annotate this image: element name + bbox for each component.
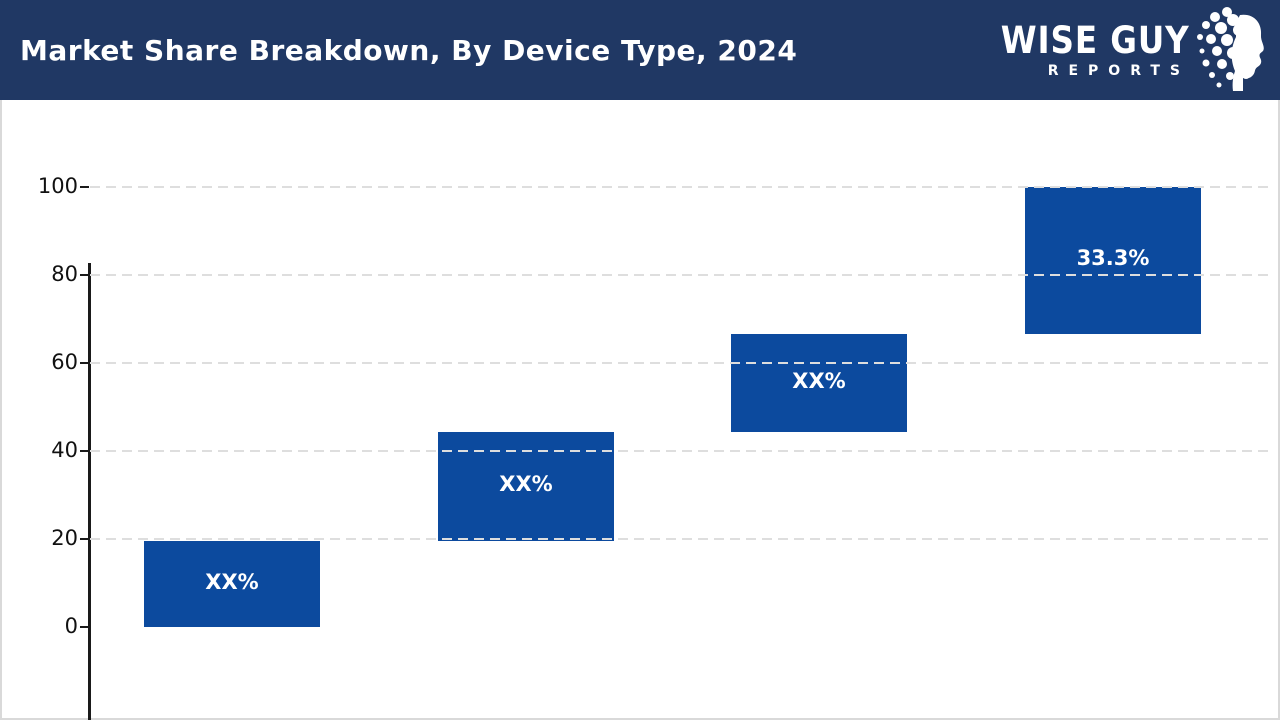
bar-value-label: 33.3% (1076, 246, 1150, 271)
y-tick-label: 80 (51, 262, 78, 286)
bar (144, 541, 320, 627)
y-tick-mark (80, 450, 89, 452)
wiseguy-logo: WISE GUY REPORTS (975, 6, 1266, 94)
gridline (90, 186, 1274, 188)
gridline (90, 450, 1274, 452)
y-tick-label: 100 (37, 174, 78, 198)
wiseguy-logo-subtitle: REPORTS (1047, 63, 1190, 79)
y-tick-label: 0 (64, 614, 78, 638)
bar-value-label: XX% (499, 472, 553, 497)
gridline (90, 362, 1274, 364)
gridline (90, 274, 1274, 276)
page-title: Market Share Breakdown, By Device Type, … (20, 33, 798, 67)
bar-value-label: XX% (205, 570, 259, 595)
y-tick-mark (80, 538, 89, 540)
wiseguy-logo-wordmark: WISE GUY (1001, 19, 1190, 62)
bar (731, 333, 907, 432)
y-tick-label: 20 (51, 526, 78, 550)
bar-value-label: XX% (792, 368, 846, 393)
y-tick-mark (80, 274, 89, 276)
y-tick-label: 40 (51, 438, 78, 462)
y-axis-line (88, 263, 91, 720)
y-tick-mark (80, 626, 89, 628)
header-bar: Market Share Breakdown, By Device Type, … (0, 0, 1280, 100)
y-tick-label: 60 (51, 350, 78, 374)
bar (438, 431, 614, 542)
y-tick-mark (80, 362, 89, 364)
bar (1025, 187, 1201, 334)
wiseguy-logo-text: WISE GUY REPORTS (975, 19, 1190, 80)
wiseguy-face-icon (1197, 7, 1264, 91)
gridline (90, 538, 1274, 540)
y-tick-mark (80, 186, 89, 188)
